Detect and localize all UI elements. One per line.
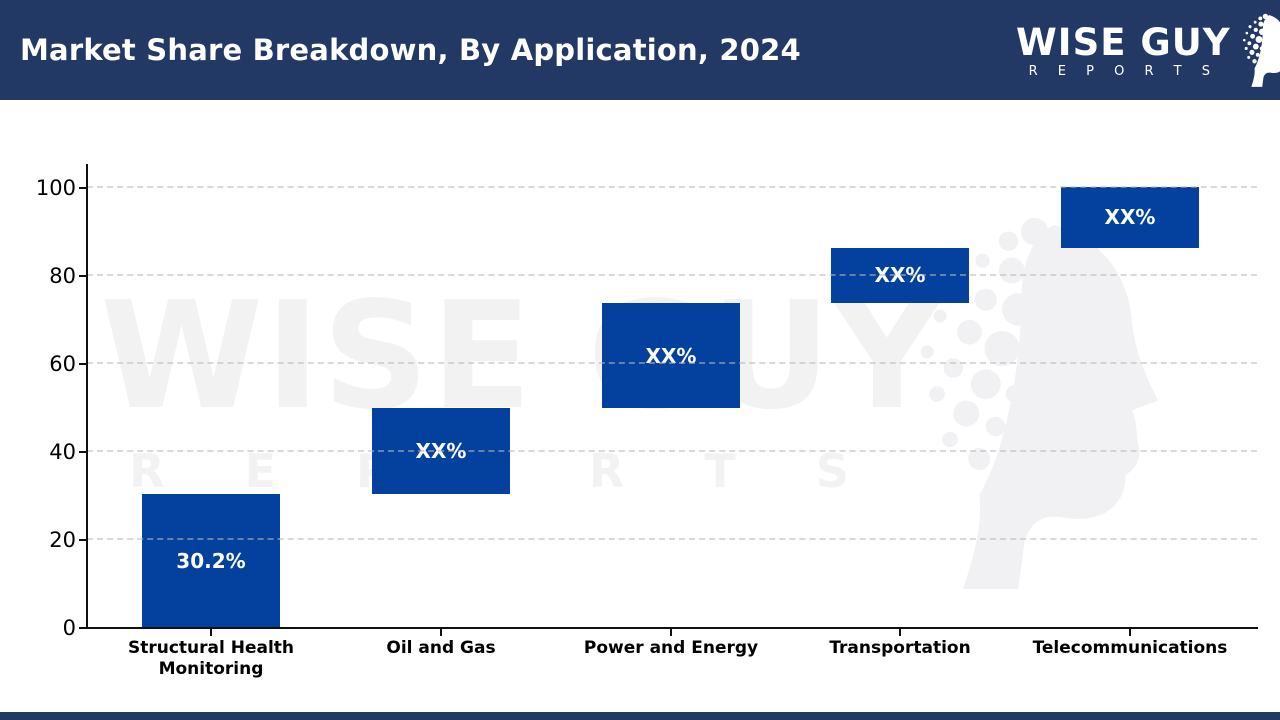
x-category-label: Oil and Gas — [386, 638, 496, 658]
x-category-label: Transportation — [829, 638, 971, 658]
y-tick-mark — [79, 451, 86, 453]
y-tick-mark — [79, 627, 86, 629]
bar-1: 30.2% — [142, 494, 280, 627]
footer-bar — [0, 712, 1280, 720]
x-tick-mark — [440, 629, 442, 636]
y-tick-label: 60 — [49, 352, 76, 376]
x-category-label: Power and Energy — [583, 638, 759, 658]
y-tick-label: 0 — [62, 616, 76, 640]
y-tick-label: 100 — [35, 176, 76, 200]
y-tick-label: 20 — [49, 528, 76, 552]
y-tick-mark — [79, 275, 86, 277]
x-category-label: Telecommunications — [1032, 638, 1228, 658]
y-tick-label: 40 — [49, 440, 76, 464]
bar-value-label: XX% — [1104, 205, 1156, 230]
wiseguy-logo: WISE GUY R E P O R T S — [1016, 8, 1266, 94]
logo-text: WISE GUY R E P O R T S — [1016, 24, 1231, 79]
x-tick-mark — [899, 629, 901, 636]
y-axis-line — [86, 164, 88, 629]
x-tick-mark — [670, 629, 672, 636]
gridline-40 — [87, 450, 1257, 452]
header-bar: Market Share Breakdown, By Application, … — [0, 0, 1280, 100]
x-tick-mark — [210, 629, 212, 636]
logo-wiseguy-text: WISE GUY — [1016, 20, 1231, 64]
gridline-20 — [87, 538, 1257, 540]
y-tick-mark — [79, 539, 86, 541]
y-tick-mark — [79, 187, 86, 189]
bar-3: XX% — [602, 303, 740, 408]
x-tick-mark — [1129, 629, 1131, 636]
bar-5: XX% — [1061, 187, 1199, 248]
x-axis-line — [86, 627, 1258, 629]
y-tick-label: 80 — [49, 264, 76, 288]
logo-reports-text: R E P O R T S — [1028, 63, 1218, 79]
page-title: Market Share Breakdown, By Application, … — [20, 33, 801, 67]
gridline-80 — [87, 274, 1257, 276]
x-category-label: Structural Health Monitoring — [127, 638, 295, 680]
y-tick-mark — [79, 363, 86, 365]
bar-value-label: 30.2% — [176, 548, 246, 573]
gridline-60 — [87, 362, 1257, 364]
gridline-100 — [87, 186, 1257, 188]
